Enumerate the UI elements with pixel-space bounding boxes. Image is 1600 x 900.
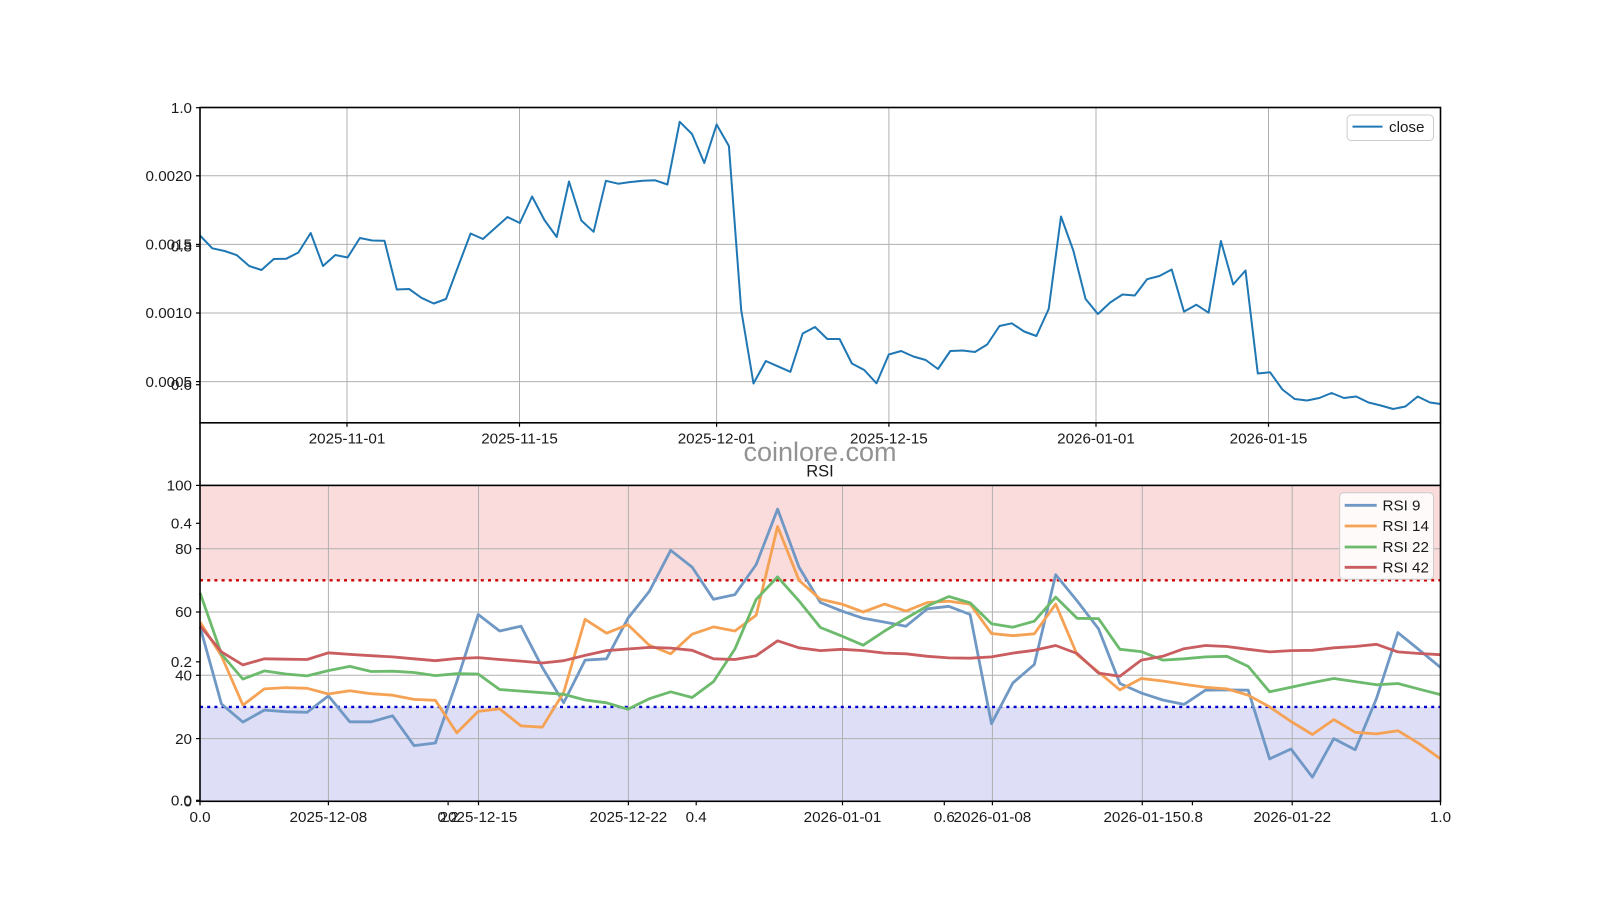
svg-text:2025-11-01: 2025-11-01 (309, 431, 386, 448)
svg-text:0.0020: 0.0020 (146, 168, 192, 185)
svg-text:80: 80 (175, 541, 192, 558)
svg-text:RSI 14: RSI 14 (1383, 518, 1429, 535)
svg-text:RSI 22: RSI 22 (1383, 539, 1429, 556)
svg-text:40: 40 (175, 668, 192, 685)
svg-text:20: 20 (175, 731, 192, 748)
svg-text:RSI 42: RSI 42 (1383, 560, 1429, 577)
svg-text:2026-01-15: 2026-01-15 (1230, 431, 1308, 448)
svg-text:0.0015: 0.0015 (146, 237, 192, 254)
svg-text:0.0: 0.0 (189, 809, 210, 826)
svg-text:0.4: 0.4 (686, 809, 707, 826)
svg-text:1.0: 1.0 (1430, 809, 1451, 826)
svg-text:RSI 9: RSI 9 (1383, 498, 1421, 515)
svg-text:2026-01-08: 2026-01-08 (954, 809, 1032, 826)
svg-text:0.0010: 0.0010 (146, 305, 192, 322)
svg-text:0.6: 0.6 (934, 809, 955, 826)
svg-text:0.0: 0.0 (171, 793, 192, 810)
svg-text:2026-01-01: 2026-01-01 (804, 809, 882, 826)
svg-text:coinlore.com: coinlore.com (743, 437, 896, 467)
svg-text:100: 100 (167, 478, 192, 495)
svg-text:2025-12-22: 2025-12-22 (590, 809, 668, 826)
svg-text:60: 60 (175, 604, 192, 621)
svg-text:close: close (1389, 119, 1424, 136)
svg-text:0.0005: 0.0005 (146, 374, 192, 391)
svg-text:2026-01-01: 2026-01-01 (1057, 431, 1135, 448)
svg-text:2025-12-08: 2025-12-08 (290, 809, 368, 826)
svg-text:2025-12-15: 2025-12-15 (850, 431, 928, 448)
svg-text:2025-12-01: 2025-12-01 (678, 431, 756, 448)
svg-text:0.8: 0.8 (1182, 809, 1203, 826)
svg-text:0: 0 (184, 794, 192, 811)
svg-text:RSI: RSI (806, 463, 834, 481)
svg-text:0.2: 0.2 (171, 654, 192, 671)
svg-text:0.8: 0.8 (171, 238, 192, 255)
svg-text:2025-12-15: 2025-12-15 (440, 809, 518, 826)
svg-text:1.0: 1.0 (171, 100, 192, 117)
svg-text:2025-11-15: 2025-11-15 (481, 431, 558, 448)
svg-text:0.4: 0.4 (171, 516, 192, 533)
svg-text:0.2: 0.2 (438, 809, 459, 826)
svg-text:2026-01-22: 2026-01-22 (1253, 809, 1331, 826)
svg-text:0.6: 0.6 (171, 377, 192, 394)
svg-text:2026-01-15: 2026-01-15 (1103, 809, 1181, 826)
